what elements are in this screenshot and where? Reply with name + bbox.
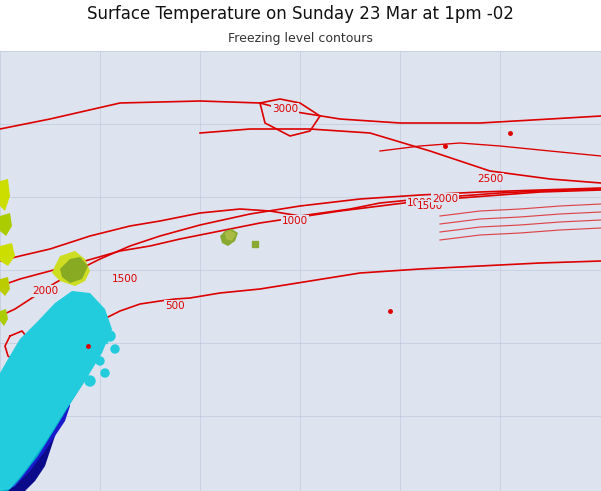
Polygon shape: [225, 230, 236, 241]
Circle shape: [96, 357, 104, 365]
Polygon shape: [0, 309, 8, 326]
Polygon shape: [0, 371, 65, 491]
Polygon shape: [0, 291, 112, 491]
Polygon shape: [0, 277, 10, 296]
Polygon shape: [0, 319, 95, 491]
Polygon shape: [220, 229, 238, 246]
Circle shape: [81, 362, 89, 370]
Polygon shape: [0, 243, 15, 266]
Polygon shape: [52, 251, 90, 286]
Text: Freezing level contours: Freezing level contours: [228, 32, 373, 45]
Circle shape: [85, 376, 95, 386]
Text: 1000: 1000: [282, 216, 308, 226]
Circle shape: [72, 348, 88, 364]
Circle shape: [89, 343, 101, 355]
Text: 1500: 1500: [112, 274, 138, 284]
Polygon shape: [0, 363, 70, 491]
Circle shape: [70, 366, 80, 376]
Polygon shape: [0, 213, 12, 236]
Text: 500: 500: [165, 301, 185, 311]
Text: 1500: 1500: [417, 201, 443, 211]
Polygon shape: [0, 346, 80, 491]
Circle shape: [101, 369, 109, 377]
Text: 2000: 2000: [432, 194, 458, 204]
Text: 2500: 2500: [477, 174, 503, 184]
Text: 2000: 2000: [32, 286, 58, 296]
Polygon shape: [0, 179, 10, 211]
Polygon shape: [60, 257, 88, 283]
Circle shape: [111, 345, 119, 353]
Text: 1000: 1000: [407, 198, 433, 208]
Text: 3000: 3000: [272, 104, 298, 114]
Text: Surface Temperature on Sunday 23 Mar at 1pm -02: Surface Temperature on Sunday 23 Mar at …: [87, 5, 514, 23]
Circle shape: [105, 331, 115, 341]
